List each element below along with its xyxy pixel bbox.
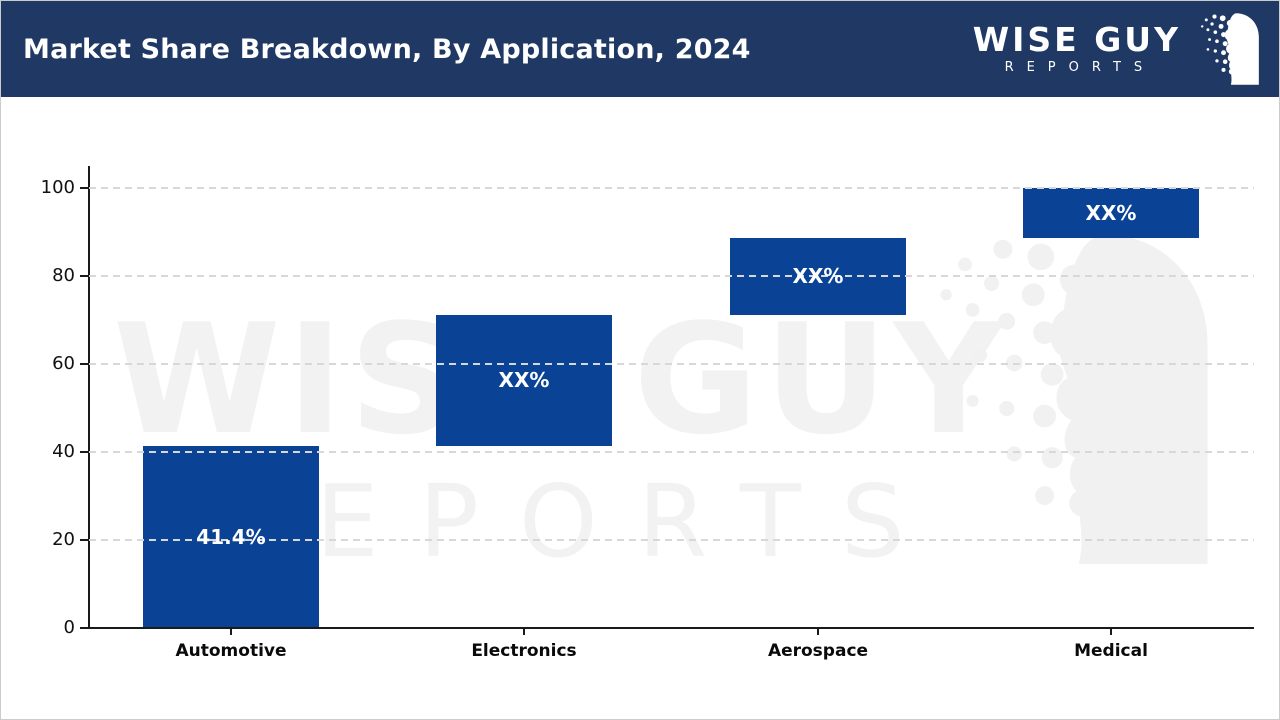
gridline-100 bbox=[89, 186, 1254, 189]
x-category-label-medical: Medical bbox=[1074, 641, 1148, 661]
bar-electronics bbox=[436, 314, 612, 446]
page-title: Market Share Breakdown, By Application, … bbox=[23, 33, 751, 65]
y-axis-tick-20 bbox=[80, 538, 88, 541]
y-axis-tick-0 bbox=[80, 627, 88, 629]
gridline-60 bbox=[89, 362, 1254, 365]
bar-value-label-aerospace: XX% bbox=[792, 264, 844, 289]
gridline-20 bbox=[89, 538, 1254, 541]
x-axis-tick-electronics bbox=[523, 629, 525, 635]
gridline-80 bbox=[89, 274, 1254, 277]
y-axis-tick-label-60: 60 bbox=[52, 352, 75, 374]
y-axis-tick-80 bbox=[80, 274, 88, 277]
y-axis-tick-label-20: 20 bbox=[52, 528, 75, 550]
brand-face-icon bbox=[1183, 10, 1269, 88]
y-axis-tick-label-100: 100 bbox=[40, 176, 75, 198]
y-axis-tick-label-80: 80 bbox=[52, 264, 75, 286]
bar-value-label-electronics: XX% bbox=[498, 368, 550, 393]
brand-name: WISE GUY bbox=[972, 20, 1181, 60]
x-category-label-aerospace: Aerospace bbox=[767, 641, 869, 661]
bar-automotive bbox=[143, 445, 319, 628]
brand-logo-text: WISE GUY REPORTS bbox=[973, 23, 1181, 75]
bar-medical bbox=[1023, 187, 1199, 238]
y-axis-spine bbox=[88, 166, 90, 629]
header-band: Market Share Breakdown, By Application, … bbox=[1, 1, 1279, 97]
brand-logo: WISE GUY REPORTS bbox=[973, 9, 1269, 89]
x-category-label-electronics: Electronics bbox=[471, 641, 577, 661]
y-axis-tick-label-40: 40 bbox=[52, 440, 75, 462]
x-category-label-automotive: Automotive bbox=[175, 641, 287, 661]
x-axis-tick-aerospace bbox=[817, 629, 819, 635]
bar-value-label-automotive: 41.4% bbox=[196, 524, 266, 549]
y-axis-tick-60 bbox=[80, 362, 88, 365]
brand-subname: REPORTS bbox=[1004, 59, 1156, 75]
y-axis-tick-label-0: 0 bbox=[63, 617, 75, 638]
x-axis-spine bbox=[88, 627, 1254, 629]
x-axis-tick-medical bbox=[1110, 629, 1112, 635]
x-axis-tick-automotive bbox=[230, 629, 232, 635]
watermark-face-dots bbox=[866, 219, 1246, 583]
bar-value-label-medical: XX% bbox=[1085, 200, 1137, 225]
y-axis-tick-40 bbox=[80, 450, 88, 453]
y-axis-tick-100 bbox=[80, 186, 88, 189]
gridline-40 bbox=[89, 450, 1254, 453]
